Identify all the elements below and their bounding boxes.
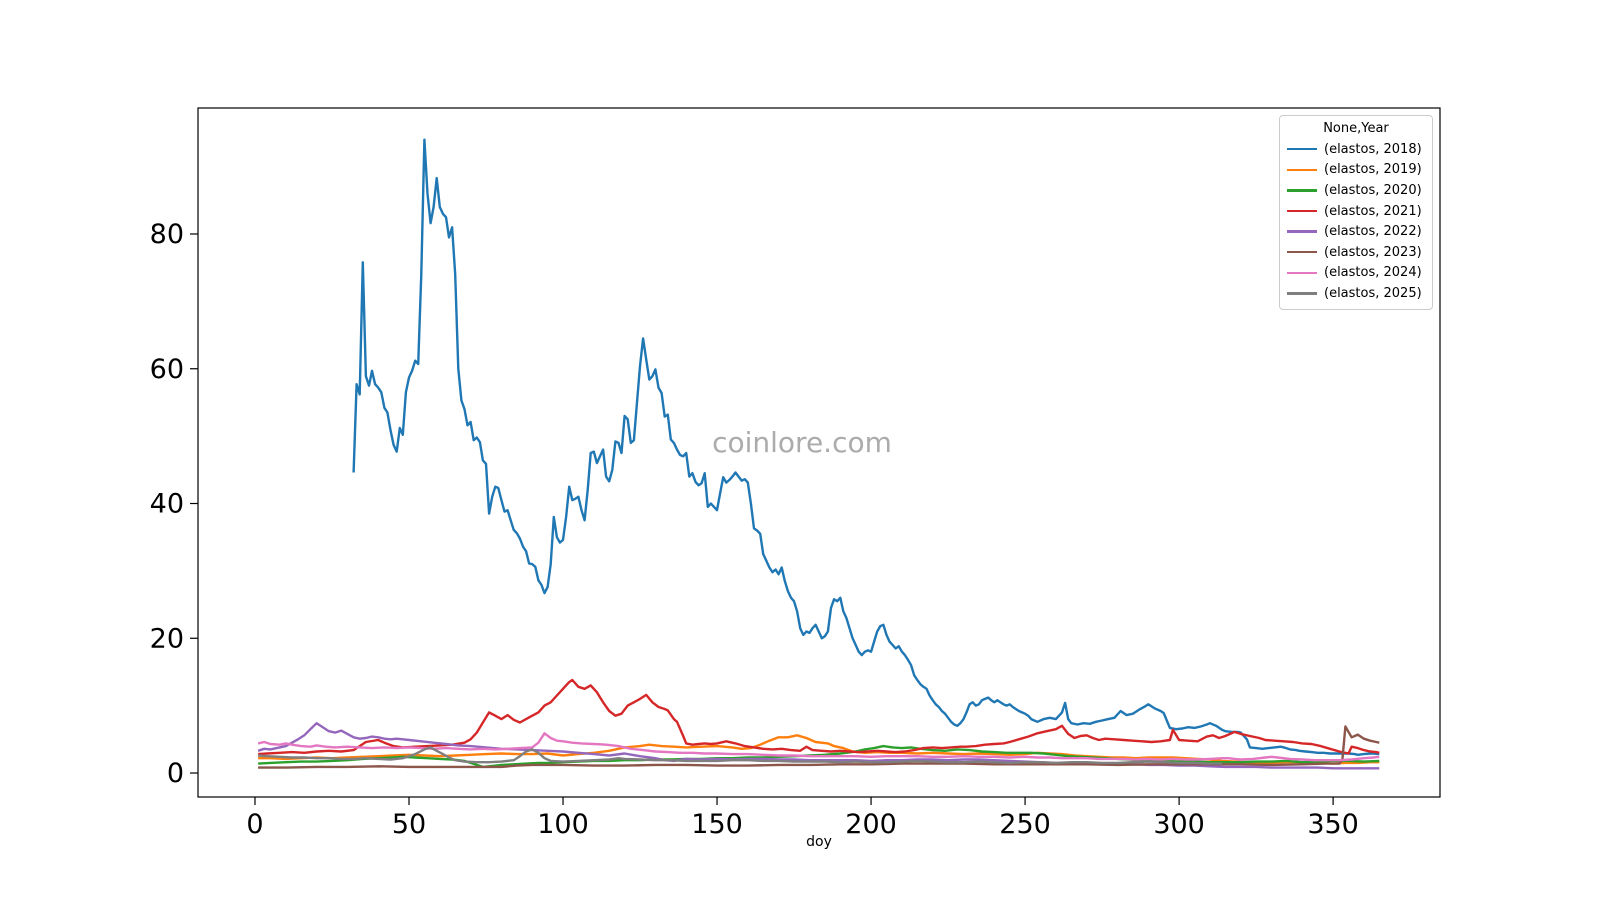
- legend-item: (elastos, 2021): [1284, 201, 1428, 222]
- line-swatch-icon: [1287, 251, 1317, 254]
- series-line: [257, 732, 1380, 762]
- series-line: [258, 678, 1380, 756]
- x-tick-label: 200: [845, 809, 897, 840]
- legend-item: (elastos, 2018): [1284, 139, 1428, 160]
- x-tick-label: 350: [1307, 809, 1359, 840]
- line-swatch-icon: [1287, 148, 1317, 151]
- x-tick-label: 150: [691, 809, 743, 840]
- axes-frame: [197, 107, 1441, 798]
- x-tick-label: 250: [999, 809, 1051, 840]
- y-tick-label: 80: [150, 219, 184, 250]
- legend: None,Year (elastos, 2018) (elastos, 2019…: [1279, 115, 1433, 310]
- line-swatch-icon: [1287, 292, 1317, 295]
- legend-item-label: (elastos, 2018): [1324, 141, 1422, 157]
- line-swatch-icon: [1287, 209, 1317, 213]
- watermark: coinlore.com: [712, 426, 892, 459]
- series-lines: [257, 138, 1380, 770]
- y-tick-label: 20: [150, 623, 184, 654]
- axis-tick-labels: 0 50 100 150 200 250 300 350 0 20 40 60 80: [150, 219, 1359, 840]
- legend-item-label: (elastos, 2019): [1324, 162, 1422, 178]
- x-tick-label: 50: [392, 809, 426, 840]
- line-swatch-icon: [1287, 189, 1317, 192]
- legend-item: (elastos, 2019): [1284, 160, 1428, 181]
- y-tick-label: 40: [150, 489, 184, 520]
- line-swatch-icon: [1287, 271, 1317, 275]
- line-swatch-icon: [1287, 230, 1317, 233]
- x-axis-label: doy: [806, 834, 832, 850]
- y-tick-label: 0: [167, 758, 184, 789]
- legend-item: (elastos, 2025): [1284, 283, 1428, 304]
- legend-item-label: (elastos, 2022): [1324, 224, 1422, 240]
- x-tick-label: 300: [1153, 809, 1205, 840]
- y-tick-label: 60: [150, 354, 184, 385]
- legend-item: (elastos, 2022): [1284, 221, 1428, 242]
- x-tick-label: 100: [537, 809, 589, 840]
- line-swatch-icon: [1287, 168, 1317, 172]
- legend-item: (elastos, 2023): [1284, 242, 1428, 263]
- legend-item-label: (elastos, 2020): [1324, 182, 1422, 198]
- legend-item: (elastos, 2020): [1284, 180, 1428, 201]
- x-tick-label: 0: [246, 809, 263, 840]
- legend-title: None,Year: [1323, 121, 1389, 136]
- series-line: [352, 138, 1380, 756]
- series-line: [258, 746, 1223, 765]
- legend-item: (elastos, 2024): [1284, 263, 1428, 284]
- legend-item-label: (elastos, 2025): [1324, 285, 1422, 301]
- axis-ticks: [190, 233, 1334, 805]
- legend-item-label: (elastos, 2021): [1324, 203, 1422, 219]
- legend-item-label: (elastos, 2023): [1324, 244, 1422, 260]
- legend-item-label: (elastos, 2024): [1324, 265, 1422, 281]
- series-line: [258, 725, 1380, 769]
